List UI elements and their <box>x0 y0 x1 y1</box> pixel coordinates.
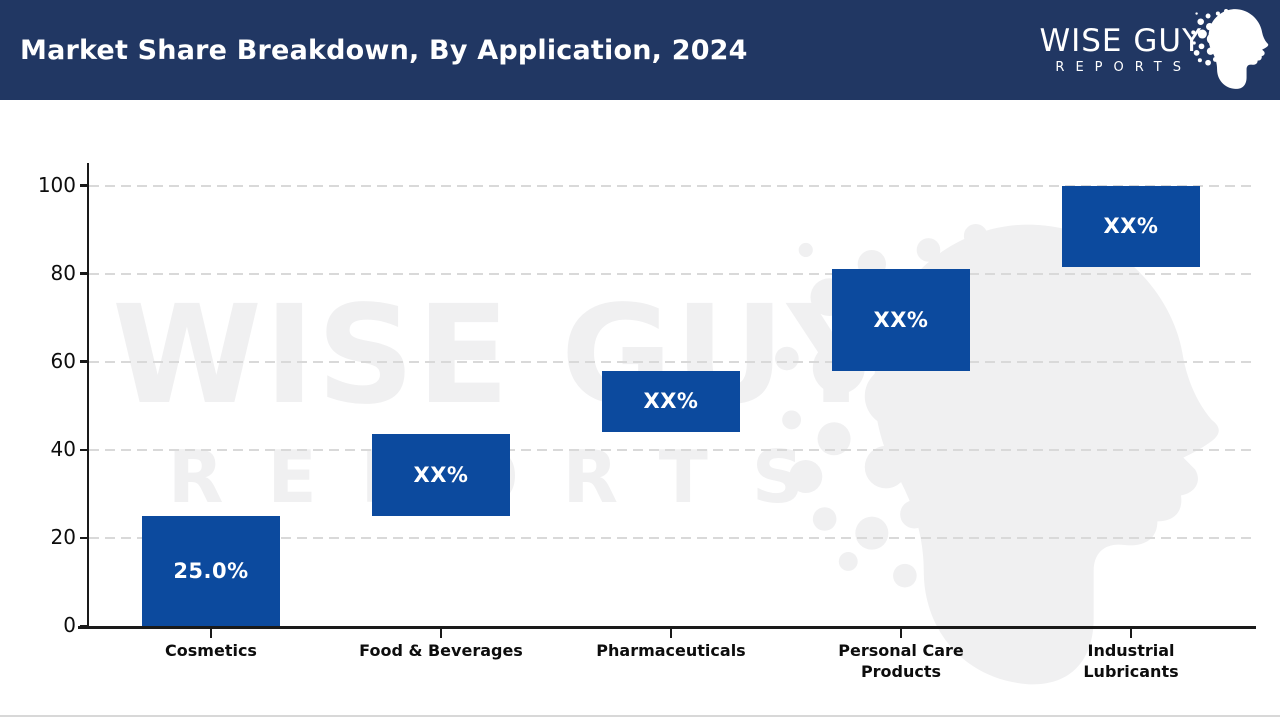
brand-logo-name: WISE GUY <box>1039 23 1202 60</box>
xtick-pharmaceuticals <box>669 628 673 638</box>
bar-pharmaceuticals: XX% <box>602 370 740 433</box>
bar-industrial-lubricants: XX% <box>1062 185 1200 267</box>
xtick-food-beverages <box>439 628 443 638</box>
bar-value-label-pharmaceuticals: XX% <box>643 389 699 414</box>
category-label-personal-care-products: Personal Care Products <box>838 641 964 682</box>
ytick-60 <box>80 360 89 363</box>
brand-logo-face-icon <box>1191 9 1269 89</box>
ytick-80 <box>80 272 89 275</box>
bar-value-label-cosmetics: 25.0% <box>173 558 249 583</box>
ytick-label-0: 0 <box>63 613 76 637</box>
gridline-80 <box>89 272 1256 275</box>
ytick-label-20: 20 <box>50 524 76 549</box>
category-label-food-beverages: Food & Beverages <box>359 641 523 660</box>
ytick-label-60: 60 <box>50 348 76 373</box>
xtick-industrial-lubricants <box>1129 628 1133 638</box>
xtick-personal-care-products <box>899 628 903 638</box>
brand-logo-subname: REPORTS <box>1055 59 1193 75</box>
bar-value-label-personal-care-products: XX% <box>873 307 929 332</box>
brand-logo: WISE GUY REPORTS <box>1039 7 1274 93</box>
gridline-60 <box>89 360 1256 363</box>
bar-personal-care-products: XX% <box>832 269 970 371</box>
gridline-100 <box>89 184 1256 187</box>
xtick-cosmetics <box>209 628 213 638</box>
watermark-brand-text: WISE GUY <box>112 277 888 435</box>
header-bar: Market Share Breakdown, By Application, … <box>0 0 1280 100</box>
category-label-pharmaceuticals: Pharmaceuticals <box>596 641 746 660</box>
ytick-100 <box>80 184 89 187</box>
bar-value-label-food-beverages: XX% <box>413 463 469 488</box>
bar-value-label-industrial-lubricants: XX% <box>1103 214 1159 239</box>
x-axis <box>78 626 1256 629</box>
gridline-40 <box>89 448 1256 451</box>
bottom-divider <box>0 715 1280 717</box>
bar-food-beverages: XX% <box>372 434 510 516</box>
bar-cosmetics: 25.0% <box>142 515 280 626</box>
ytick-label-80: 80 <box>50 260 76 285</box>
category-label-cosmetics: Cosmetics <box>165 641 257 660</box>
category-label-industrial-lubricants: Industrial Lubricants <box>1083 641 1179 682</box>
y-axis <box>86 163 89 629</box>
ytick-label-40: 40 <box>50 436 76 461</box>
ytick-40 <box>80 448 89 452</box>
brand-logo-text: WISE GUY REPORTS <box>1039 25 1202 75</box>
chart-title: Market Share Breakdown, By Application, … <box>20 34 748 66</box>
ytick-label-100: 100 <box>37 172 76 197</box>
gridline-20 <box>89 536 1256 539</box>
ytick-20 <box>80 536 89 540</box>
